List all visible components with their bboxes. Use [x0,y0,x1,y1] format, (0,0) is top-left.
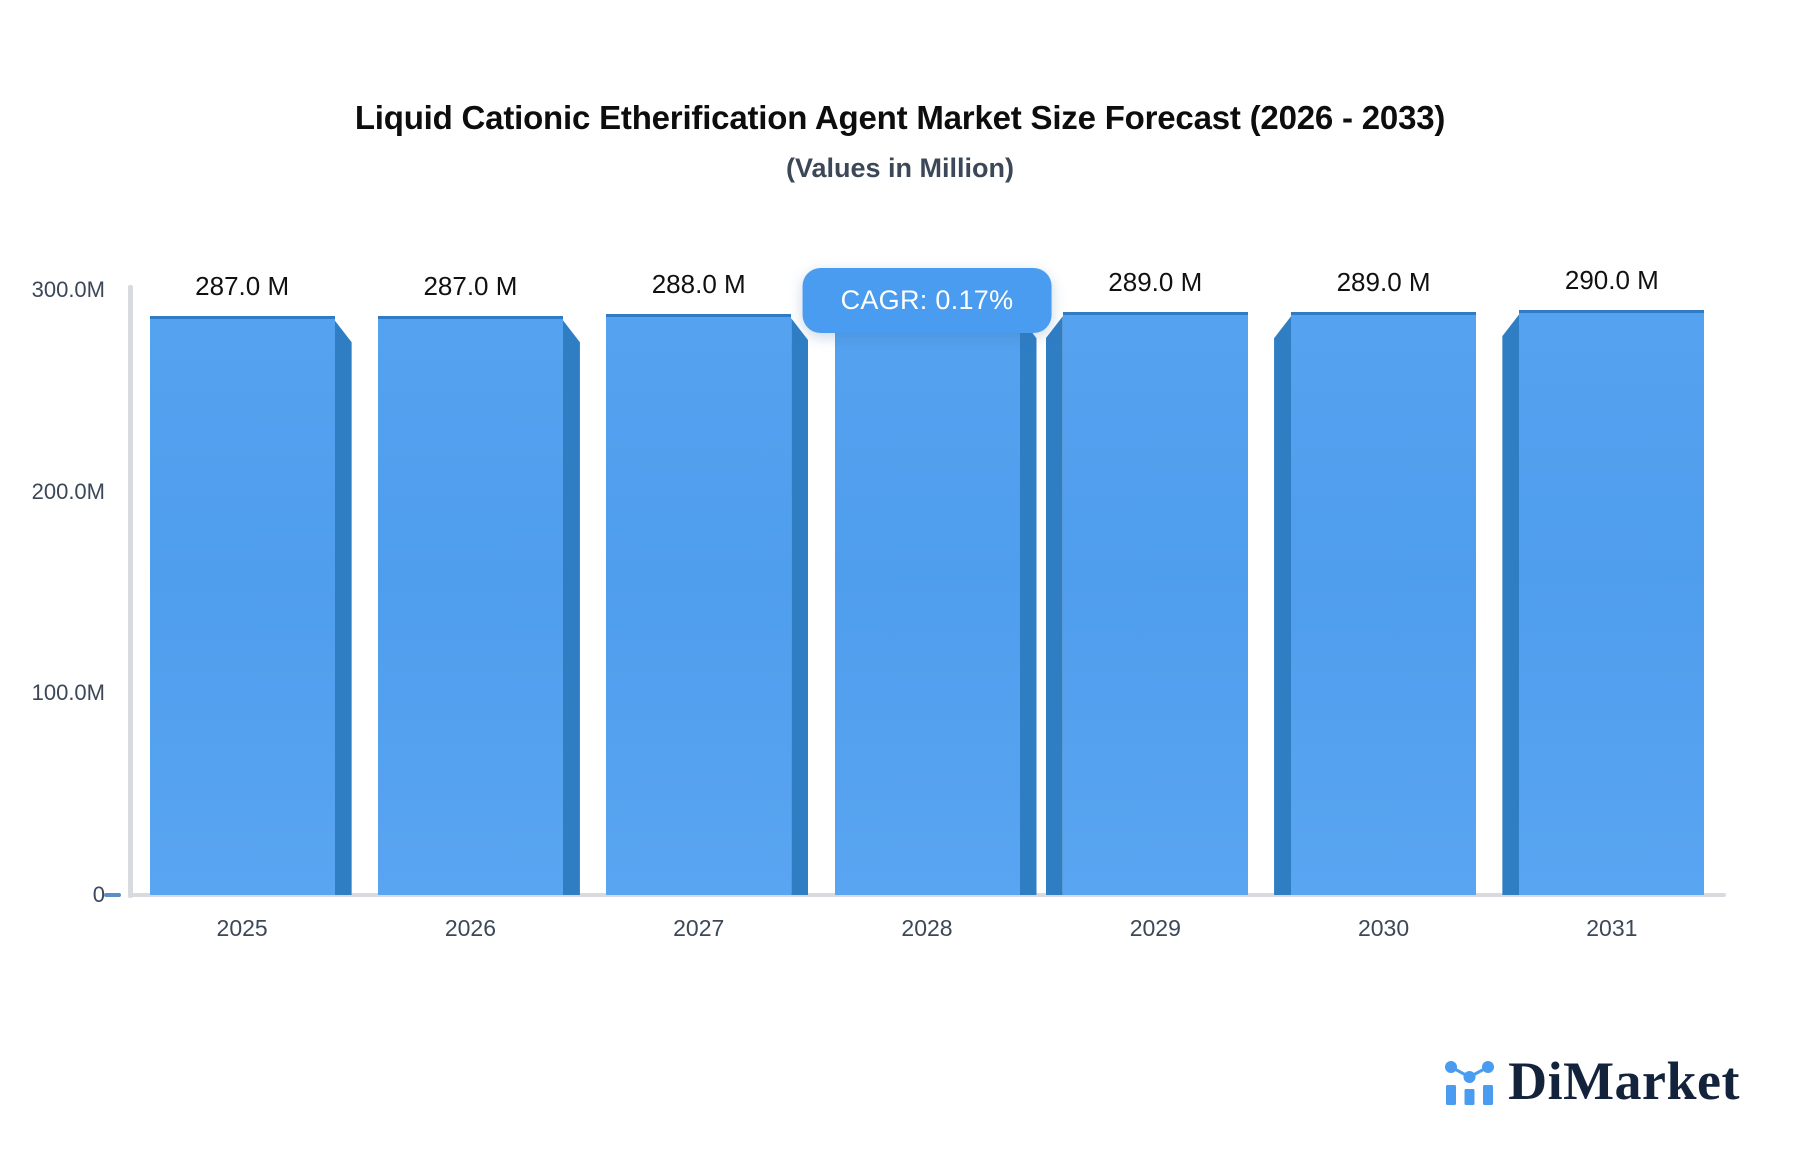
bar-side-panel [562,320,580,895]
x-tick-label: 2025 [216,915,268,941]
x-tick-label: 2030 [1357,915,1410,941]
bar-2025[interactable]: 287.0 M [149,0,352,895]
bar-side-panel [1274,316,1292,895]
bar-side-panel [1045,316,1063,895]
y-tick-label: 100.0M [31,680,105,706]
y-tick-dash [104,893,121,897]
bar-face [834,312,1020,895]
bar-face [1519,310,1705,895]
bar-value-label: 287.0 M [195,271,290,302]
bar-value-label: 287.0 M [423,271,518,302]
y-tick-label: 0 [92,882,105,907]
y-tick-label: 200.0M [31,478,105,504]
plot-area: 0 100.0M 200.0M 300.0M 287.0 M 287.0 M 288.0 … [31,0,1726,941]
bar-2026[interactable]: 287.0 M [377,0,580,895]
y-tick-label: 300.0M [31,277,105,302]
bar-side-panel [334,320,352,895]
x-tick-label: 2026 [444,915,497,941]
title-block: Liquid Cationic Etherification Agent Mar… [0,98,1800,184]
bar-side-panel [1019,316,1037,895]
bar-value-label: 290.0 M [1564,265,1659,296]
bar-face [606,314,792,895]
page-title: Liquid Cationic Etherification Agent Mar… [354,99,1446,136]
cagr-badge: CAGR: 0.17% [802,268,1052,333]
bar-2028[interactable]: 289.0 M [834,0,1037,895]
x-tick-label: 2029 [1129,915,1181,941]
bar-value-label: 288.0 M [651,269,746,300]
bar-2027[interactable]: 288.0 M [606,0,809,895]
x-tick-label: 2031 [1586,915,1638,941]
bar-side-panel [791,318,809,895]
x-tick-label: 2028 [901,915,953,941]
brand-logo: DiMarket [1444,1054,1740,1108]
bar-face [377,316,563,895]
bar-face [149,316,335,895]
chart-subtitle: (Values in Million) [785,152,1015,183]
x-axis-line [128,893,1726,897]
bar-2031[interactable]: 290.0 M [1502,0,1705,895]
y-axis-line [128,285,133,898]
bar-value-label: 289.0 M [1336,267,1431,298]
x-tick-label: 2027 [673,915,725,941]
bar-2030[interactable]: 289.0 M [1274,0,1477,895]
bar-side-panel [1502,314,1520,895]
bar-value-label: 289.0 M [1108,267,1203,298]
bar-chart-icon [1444,1056,1496,1106]
bar-face [1291,312,1477,895]
bar-2029[interactable]: 289.0 M [1045,0,1248,895]
bar-face [1062,312,1248,895]
logo-text: DiMarket [1508,1051,1740,1111]
